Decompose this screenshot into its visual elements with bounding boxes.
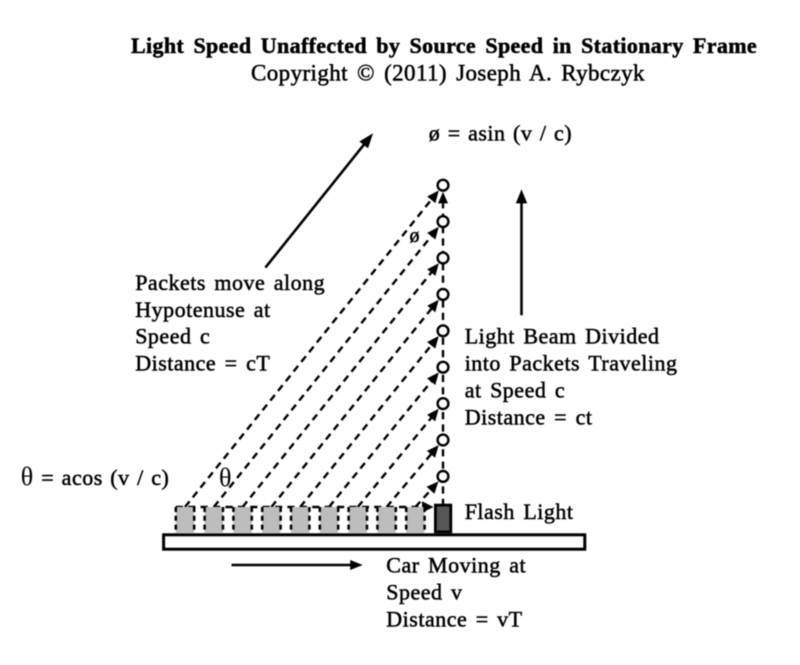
svg-text:Car Moving at: Car Moving at [386, 552, 526, 577]
svg-text:Packets move along: Packets move along [135, 270, 325, 295]
svg-text:Speed c: Speed c [135, 324, 210, 349]
svg-text:Light Speed Unaffected by Sour: Light Speed Unaffected by Source Speed i… [131, 33, 757, 58]
svg-text:Light Beam Divided: Light Beam Divided [465, 324, 660, 349]
svg-text:Speed v: Speed v [386, 579, 462, 604]
svg-text:Distance = cT: Distance = cT [135, 350, 270, 375]
svg-text:ø = asin (v / c): ø = asin (v / c) [429, 121, 572, 146]
svg-text:ø: ø [410, 225, 421, 247]
svg-text:Flash Light: Flash Light [465, 499, 574, 524]
svg-text:Hypotenuse at: Hypotenuse at [135, 297, 270, 322]
svg-text:θ: θ [219, 463, 232, 492]
svg-text:into Packets Traveling: into Packets Traveling [465, 351, 678, 376]
svg-text:θ = acos (v / c): θ = acos (v / c) [21, 462, 170, 491]
svg-text:Distance = vT: Distance = vT [386, 606, 522, 631]
svg-text:Copyright © (2011) Joseph A. R: Copyright © (2011) Joseph A. Rybczyk [251, 60, 645, 85]
svg-text:at Speed c: at Speed c [465, 378, 565, 403]
svg-text:Distance = ct: Distance = ct [465, 405, 593, 430]
